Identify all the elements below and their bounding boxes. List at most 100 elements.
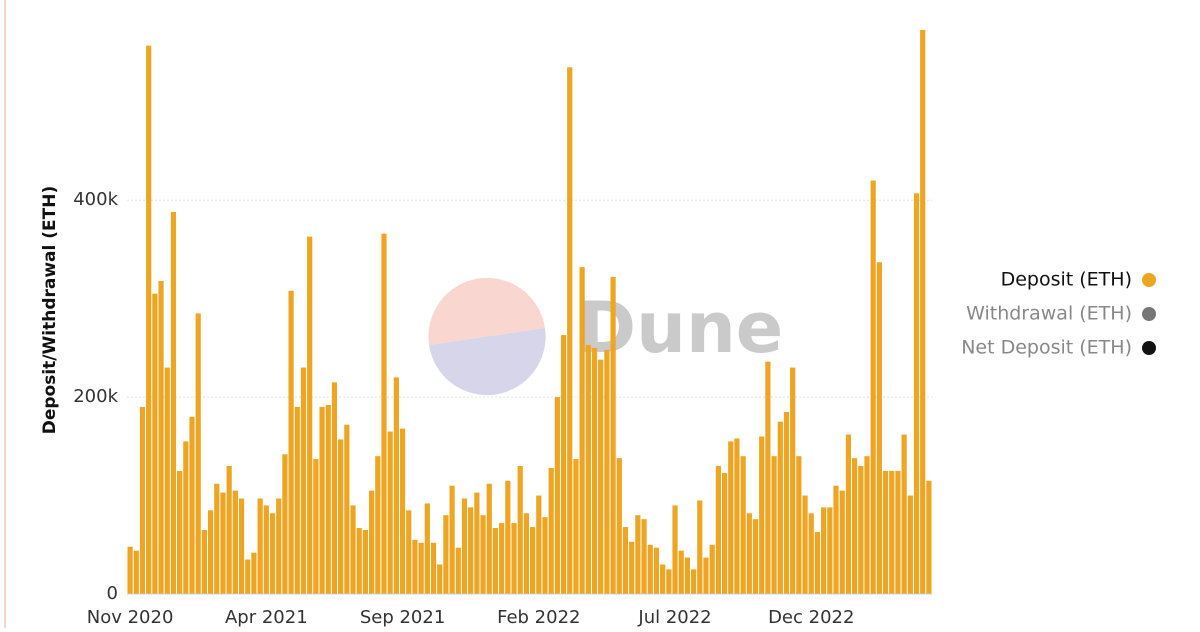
bar	[870, 180, 876, 594]
bar	[300, 367, 307, 594]
x-tick-label: Apr 2021	[225, 607, 308, 628]
bar	[294, 406, 300, 594]
bar	[468, 507, 474, 594]
bar	[449, 485, 455, 594]
bar	[158, 280, 164, 594]
bar	[641, 519, 647, 594]
bar	[585, 344, 591, 594]
bar	[901, 434, 907, 594]
bar	[177, 470, 183, 594]
bar	[697, 500, 703, 594]
bar	[734, 438, 740, 594]
bar	[474, 492, 480, 594]
bar	[790, 367, 796, 594]
bar	[208, 510, 214, 594]
bar	[567, 67, 573, 594]
bar	[728, 441, 734, 594]
bar	[170, 212, 177, 594]
bar	[684, 557, 690, 594]
bar	[616, 458, 622, 594]
bar	[839, 490, 845, 594]
bar	[913, 193, 920, 594]
bar	[845, 434, 851, 594]
bar	[133, 550, 139, 594]
bar	[740, 456, 746, 594]
legend-label: Deposit (ETH)	[1001, 269, 1132, 291]
bar	[424, 503, 430, 594]
bar	[542, 517, 548, 594]
bar	[375, 456, 381, 594]
x-tick-label: Nov 2020	[87, 607, 174, 628]
legend-marker	[1142, 307, 1156, 321]
y-tick-label: 0	[107, 583, 118, 604]
bar	[647, 544, 653, 594]
legend-label: Net Deposit (ETH)	[961, 337, 1132, 359]
bar	[406, 510, 412, 594]
y-tick-label: 400k	[73, 189, 118, 210]
bar	[499, 523, 505, 594]
bar	[350, 505, 356, 594]
bar	[152, 293, 158, 594]
logo-bottom	[429, 328, 546, 396]
bar	[189, 416, 195, 594]
bar	[251, 552, 257, 594]
bar	[895, 470, 901, 594]
bar	[926, 480, 932, 594]
bar	[399, 428, 406, 594]
bar	[560, 335, 567, 594]
bar	[604, 349, 610, 594]
bar	[313, 459, 319, 594]
bar	[511, 523, 517, 594]
bar	[146, 45, 152, 594]
bar	[889, 470, 895, 594]
bar	[771, 456, 777, 594]
bar	[573, 459, 579, 594]
bar	[709, 544, 715, 594]
bar	[331, 382, 338, 594]
bar	[672, 505, 678, 594]
bar	[691, 569, 697, 594]
x-tick-label: Jul 2022	[637, 607, 711, 628]
bar	[220, 492, 226, 594]
bar	[765, 361, 771, 594]
bar	[356, 528, 362, 594]
bar	[412, 539, 418, 594]
bar	[263, 505, 269, 594]
bar	[678, 550, 684, 594]
bar	[536, 495, 542, 594]
bar	[530, 527, 536, 594]
bar	[325, 404, 331, 594]
bar	[920, 29, 926, 595]
bar	[183, 441, 189, 594]
bar	[319, 406, 325, 594]
bar	[876, 262, 882, 594]
bar	[653, 547, 660, 594]
bar	[598, 359, 604, 594]
bar	[666, 569, 672, 594]
bar	[759, 436, 765, 594]
bar	[381, 233, 387, 594]
bar	[660, 564, 666, 594]
bar	[821, 507, 827, 594]
bar	[269, 513, 276, 594]
bar	[282, 454, 288, 594]
bar	[802, 495, 808, 594]
watermark-logo	[428, 277, 546, 396]
bar	[369, 490, 375, 594]
legend-label: Withdrawal (ETH)	[966, 303, 1132, 325]
bar	[257, 498, 263, 594]
bar	[344, 424, 350, 594]
y-tick-label: 200k	[73, 386, 118, 407]
bar	[164, 367, 170, 594]
bar	[486, 483, 492, 594]
bar	[752, 519, 759, 594]
bar	[492, 528, 499, 594]
bar	[814, 531, 821, 594]
bar	[610, 276, 616, 594]
bar	[393, 377, 399, 594]
bar	[523, 513, 529, 594]
bar	[226, 466, 232, 594]
bar	[127, 546, 133, 594]
